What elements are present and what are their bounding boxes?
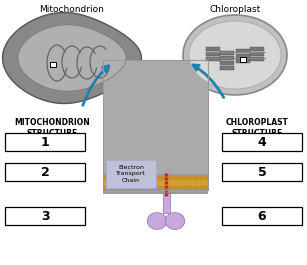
Circle shape [124,186,128,190]
Ellipse shape [189,21,281,89]
Circle shape [174,186,178,190]
Text: CHLOROPLAST
STRUCTURE: CHLOROPLAST STRUCTURE [226,118,289,138]
Bar [220,51,234,55]
Bar [106,160,156,188]
Circle shape [104,176,108,180]
Circle shape [189,186,193,190]
Circle shape [119,176,123,180]
Bar [250,57,264,61]
Bar [5,163,85,181]
Text: Chloroplast: Chloroplast [209,5,261,14]
Bar [5,133,85,151]
Circle shape [199,186,203,190]
Circle shape [189,176,193,180]
Bar [103,190,208,193]
Bar [240,57,246,62]
Circle shape [194,176,198,180]
Circle shape [164,186,168,190]
Bar [162,193,169,213]
Bar [103,184,208,193]
Bar [250,47,264,51]
Circle shape [129,186,133,190]
Bar [50,62,56,67]
Text: 5: 5 [258,166,266,179]
Circle shape [114,176,118,180]
Circle shape [114,186,118,190]
Circle shape [174,176,178,180]
Polygon shape [2,12,142,104]
Bar [103,60,208,175]
Text: MITOCHONDRION
STRUCTURE: MITOCHONDRION STRUCTURE [14,118,90,138]
Circle shape [134,186,138,190]
Circle shape [149,176,153,180]
Bar [206,57,220,61]
Circle shape [139,186,143,190]
Ellipse shape [183,15,287,95]
Circle shape [184,186,188,190]
Bar [222,207,302,225]
Circle shape [194,186,198,190]
Text: 2: 2 [41,166,49,179]
Circle shape [154,186,158,190]
Circle shape [159,176,163,180]
Circle shape [204,176,208,180]
Circle shape [129,176,133,180]
Circle shape [104,186,108,190]
Circle shape [109,186,113,190]
Circle shape [139,176,143,180]
Bar [103,174,208,176]
Bar [222,163,302,181]
Bar [220,61,234,65]
Polygon shape [18,25,126,91]
Circle shape [144,186,148,190]
Text: Electron
Transport
Chain: Electron Transport Chain [116,165,146,183]
Circle shape [204,186,208,190]
Bar [206,47,220,51]
Bar [236,49,250,53]
Bar [220,56,234,60]
Circle shape [199,176,203,180]
Text: 6: 6 [258,210,266,223]
Circle shape [154,176,158,180]
Circle shape [149,186,153,190]
Circle shape [159,186,163,190]
Text: 3: 3 [41,210,49,223]
Bar [103,175,208,184]
Text: Mitochondrion: Mitochondrion [40,5,104,14]
Bar [236,59,250,63]
Circle shape [179,186,183,190]
Ellipse shape [147,213,167,229]
Bar [222,133,302,151]
Bar [103,60,208,190]
Text: 1: 1 [41,135,49,148]
Circle shape [169,186,173,190]
Circle shape [164,176,168,180]
Circle shape [179,176,183,180]
Circle shape [119,186,123,190]
Bar [103,192,208,194]
Bar [5,207,85,225]
Ellipse shape [165,213,185,229]
Circle shape [124,176,128,180]
Circle shape [134,176,138,180]
Circle shape [184,176,188,180]
Bar [220,66,234,70]
Circle shape [169,176,173,180]
Circle shape [109,176,113,180]
Bar [236,54,250,58]
Bar [206,52,220,56]
Text: 4: 4 [258,135,266,148]
Bar [250,52,264,56]
Circle shape [144,176,148,180]
